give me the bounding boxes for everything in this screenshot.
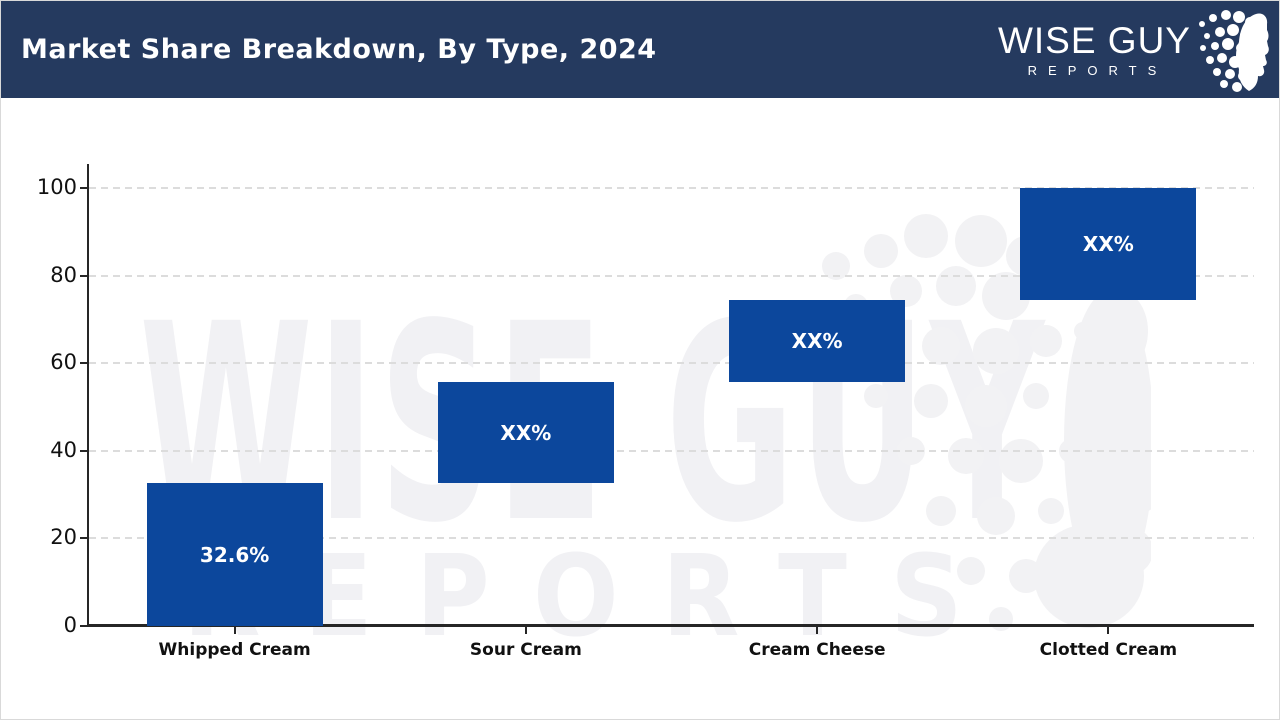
y-tick-mark xyxy=(80,362,88,365)
logo-subtitle: REPORTS xyxy=(1027,63,1168,79)
bar-clotted-cream: XX% xyxy=(1020,188,1197,301)
y-tick-label: 20 xyxy=(50,525,77,550)
y-tick-mark xyxy=(80,625,88,627)
bar-value-label: XX% xyxy=(500,420,552,445)
y-tick-mark xyxy=(80,449,88,452)
logo-wordmark: WISE GUY xyxy=(997,19,1191,61)
bar-sour-cream: XX% xyxy=(437,382,614,484)
gridline xyxy=(89,187,1254,189)
bar-cream-cheese: XX% xyxy=(729,300,906,383)
y-tick-label: 100 xyxy=(36,175,77,199)
gridline xyxy=(89,537,1254,540)
bar-whipped-cream: 32.6% xyxy=(146,483,323,626)
bar-value-label: XX% xyxy=(791,329,843,354)
logo-face-icon xyxy=(1199,10,1269,92)
y-tick-mark xyxy=(80,274,88,277)
x-category-label: Whipped Cream xyxy=(158,640,311,660)
y-tick-mark xyxy=(80,537,88,540)
y-tick-mark xyxy=(80,187,88,189)
gridline xyxy=(89,449,1254,452)
x-tick-mark xyxy=(1107,627,1110,634)
x-tick-mark xyxy=(524,627,527,634)
page-title: Market Share Breakdown, By Type, 2024 xyxy=(21,34,657,65)
x-axis-line xyxy=(87,624,1254,627)
x-category-label: Clotted Cream xyxy=(1039,640,1178,660)
x-category-label: Cream Cheese xyxy=(748,640,886,660)
y-tick-label: 40 xyxy=(50,437,77,462)
bar-value-label: XX% xyxy=(1082,232,1134,257)
y-axis-line xyxy=(87,164,89,626)
y-tick-label: 80 xyxy=(50,262,77,287)
bar-value-label: 32.6% xyxy=(199,542,270,567)
gridline xyxy=(89,274,1254,277)
y-tick-label: 60 xyxy=(50,350,77,375)
logo-text: WISE GUY REPORTS xyxy=(997,19,1191,79)
x-tick-mark xyxy=(816,627,819,634)
y-tick-label: 0 xyxy=(63,613,77,637)
x-category-label: Sour Cream xyxy=(469,640,582,660)
gridline xyxy=(89,362,1254,365)
wise-guy-logo: WISE GUY REPORTS xyxy=(998,8,1269,92)
header: Market Share Breakdown, By Type, 2024 WI… xyxy=(1,1,1279,98)
x-tick-mark xyxy=(233,627,236,634)
